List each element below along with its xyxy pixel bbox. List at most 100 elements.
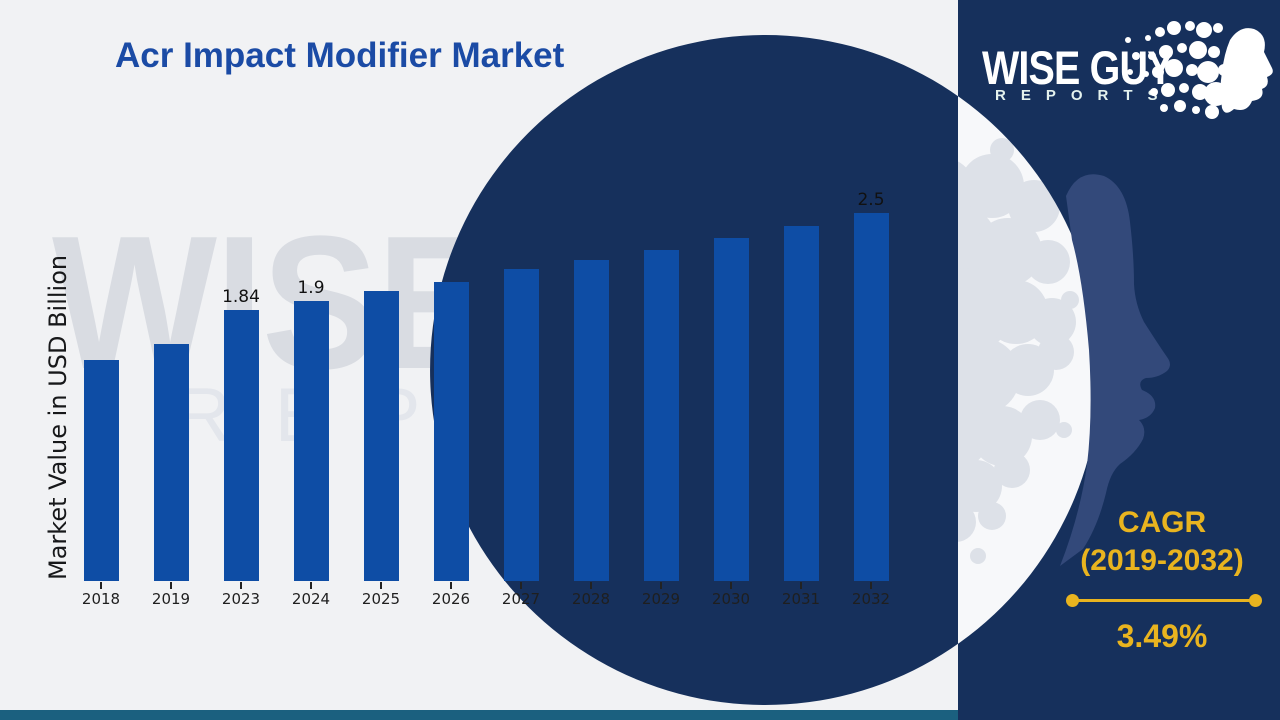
bar-2031 [783, 226, 819, 581]
x-axis-tick [100, 582, 102, 589]
decorative-dot [990, 138, 1014, 162]
decorative-dot [1204, 82, 1228, 106]
decorative-dot [1056, 422, 1072, 438]
x-tick-label-2025: 2025 [361, 590, 401, 608]
cagr-range: (2019-2032) [1080, 544, 1244, 577]
x-axis-tick [240, 582, 242, 589]
decorative-dot [1218, 64, 1230, 76]
bar-2032 [853, 213, 889, 581]
decorative-dot [994, 452, 1030, 488]
bar-2028 [573, 260, 609, 581]
logo-reports-text: REPORTS [995, 87, 1173, 104]
decorative-dot [1186, 64, 1198, 76]
decorative-dot [1145, 35, 1151, 41]
divider-dot-left [1066, 594, 1079, 607]
decorative-dot [1038, 334, 1074, 370]
bar-2025 [363, 291, 399, 581]
page-title: Acr Impact Modifier Market [115, 36, 565, 75]
decorative-dot [1160, 104, 1168, 112]
decorative-dot [1225, 91, 1235, 101]
decorative-dot [1161, 83, 1175, 97]
decorative-dot [1192, 106, 1200, 114]
bar-2027 [503, 269, 539, 581]
cagr-value: 3.49% [1116, 618, 1208, 654]
x-axis-tick [450, 582, 452, 589]
decorative-dot [1208, 46, 1220, 58]
x-tick-label-2029: 2029 [641, 590, 681, 608]
bar-2029 [643, 250, 679, 581]
bar-2019 [153, 344, 189, 581]
decorative-dot [1008, 180, 1060, 232]
decorative-dot [1177, 43, 1187, 53]
value-label-2032: 2.5 [857, 190, 885, 210]
decorative-dot [1028, 298, 1076, 346]
x-tick-label-2028: 2028 [571, 590, 611, 608]
x-axis-tick [380, 582, 382, 589]
decorative-dot [974, 218, 1042, 286]
decorative-dot [1174, 100, 1186, 112]
panel-face-silhouette [1060, 174, 1170, 566]
x-axis-tick [520, 582, 522, 589]
x-tick-label-2019: 2019 [151, 590, 191, 608]
divider-dot-right [1249, 594, 1262, 607]
x-tick-label-2032: 2032 [851, 590, 891, 608]
decorative-dot [1020, 400, 1060, 440]
decorative-dot [1148, 52, 1156, 60]
footer-accent-strip [0, 710, 958, 720]
x-tick-label-2027: 2027 [501, 590, 541, 608]
decorative-dot [950, 460, 1002, 512]
x-tick-label-2018: 2018 [81, 590, 121, 608]
decorative-dot [970, 548, 986, 564]
bar-2024 [293, 301, 329, 581]
bar-2026 [433, 282, 469, 581]
decorative-dot [1205, 105, 1219, 119]
decorative-dot [1143, 71, 1149, 77]
decorative-dot [1150, 88, 1158, 96]
x-axis-tick [590, 582, 592, 589]
decorative-dot [1125, 37, 1131, 43]
x-axis-tick [870, 582, 872, 589]
x-axis-tick [660, 582, 662, 589]
decorative-dot [1061, 291, 1079, 309]
bar-2018 [83, 360, 119, 581]
decorative-dot [960, 154, 1024, 218]
x-tick-label-2023: 2023 [221, 590, 261, 608]
decorative-dot [1159, 45, 1173, 59]
decorative-dot [1196, 22, 1212, 38]
x-tick-label-2026: 2026 [431, 590, 471, 608]
x-axis-tick [730, 582, 732, 589]
decorative-dot [1152, 66, 1164, 78]
decorative-dot [1213, 23, 1223, 33]
cagr-block: CAGR (2019-2032) 3.49% [1048, 506, 1276, 654]
decorative-dot [1132, 52, 1140, 60]
decorative-dot [1155, 27, 1165, 37]
x-axis-tick [800, 582, 802, 589]
value-label-2024: 1.9 [297, 278, 325, 298]
bar-2030 [713, 238, 749, 581]
decorative-dot [978, 502, 1006, 530]
decorative-dot [1127, 69, 1133, 75]
x-tick-label-2031: 2031 [781, 590, 821, 608]
bar-2023 [223, 310, 259, 581]
logo-wordmark: WISE GUY [982, 41, 1174, 94]
decorative-dot [1179, 83, 1189, 93]
decorative-dot [972, 406, 1032, 466]
decorative-dot [1192, 84, 1208, 100]
cagr-heading: CAGR [1117, 506, 1207, 539]
decorative-dot [1026, 240, 1070, 284]
decorative-dot [1167, 21, 1181, 35]
value-label-2023: 1.84 [222, 287, 260, 307]
x-tick-label-2024: 2024 [291, 590, 331, 608]
x-axis-tick [310, 582, 312, 589]
divider-line [1074, 599, 1254, 602]
decorative-dot [1185, 21, 1195, 31]
x-tick-label-2030: 2030 [711, 590, 751, 608]
cagr-divider [1048, 593, 1276, 607]
x-axis-tick [170, 582, 172, 589]
decorative-dot [1165, 59, 1183, 77]
decorative-dot [1189, 41, 1207, 59]
decorative-dot [1197, 61, 1219, 83]
